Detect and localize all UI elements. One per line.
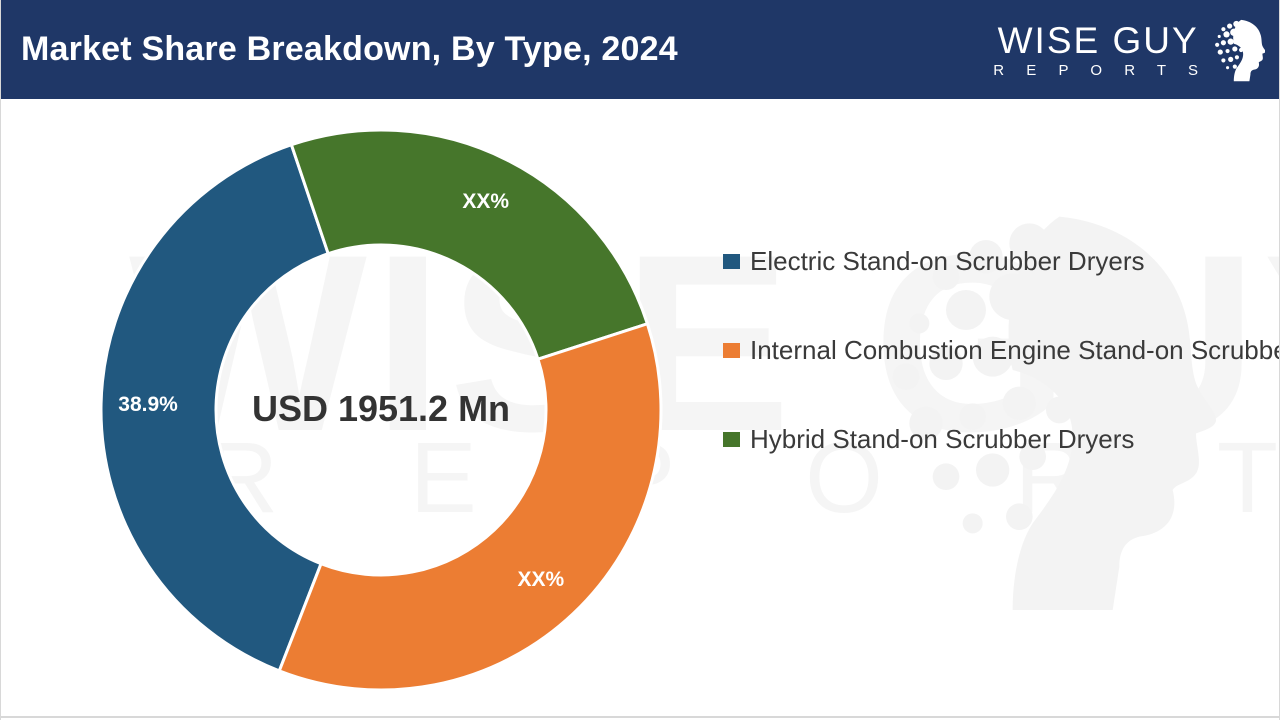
legend-label: Internal Combustion Engine Stand-on Scru… bbox=[750, 335, 1279, 365]
donut-slice bbox=[99, 142, 331, 673]
legend-label: Hybrid Stand-on Scrubber Dryers bbox=[750, 424, 1135, 454]
logo-text: WISE GUY R E P O R T S bbox=[989, 22, 1207, 78]
legend-swatch bbox=[723, 432, 740, 447]
bottom-divider bbox=[1, 716, 1279, 718]
logo-face-icon bbox=[1215, 19, 1265, 81]
wise-guy-reports-logo: WISE GUY R E P O R T S bbox=[989, 12, 1265, 88]
chart-legend: Electric Stand-on Scrubber Dryers Interna… bbox=[723, 246, 1279, 455]
page-title: Market Share Breakdown, By Type, 2024 bbox=[21, 30, 678, 68]
chart-center-value: USD 1951.2 Mn bbox=[251, 388, 511, 429]
legend-swatch bbox=[723, 254, 740, 269]
logo-subtitle: R E P O R T S bbox=[993, 61, 1207, 79]
legend-item: Internal Combustion Engine Stand-on Scru… bbox=[723, 335, 1279, 366]
header-bar: Market Share Breakdown, By Type, 2024 WI… bbox=[1, 0, 1279, 99]
legend-label: Electric Stand-on Scrubber Dryers bbox=[750, 246, 1145, 276]
logo-brand-name: WISE GUY bbox=[997, 19, 1199, 61]
legend-item: Electric Stand-on Scrubber Dryers bbox=[723, 246, 1279, 277]
donut-slice bbox=[277, 321, 663, 692]
watermark-face-icon bbox=[892, 216, 1216, 610]
legend-item: Hybrid Stand-on Scrubber Dryers bbox=[723, 424, 1279, 455]
legend-swatch bbox=[723, 343, 740, 358]
donut-slice bbox=[289, 128, 650, 362]
